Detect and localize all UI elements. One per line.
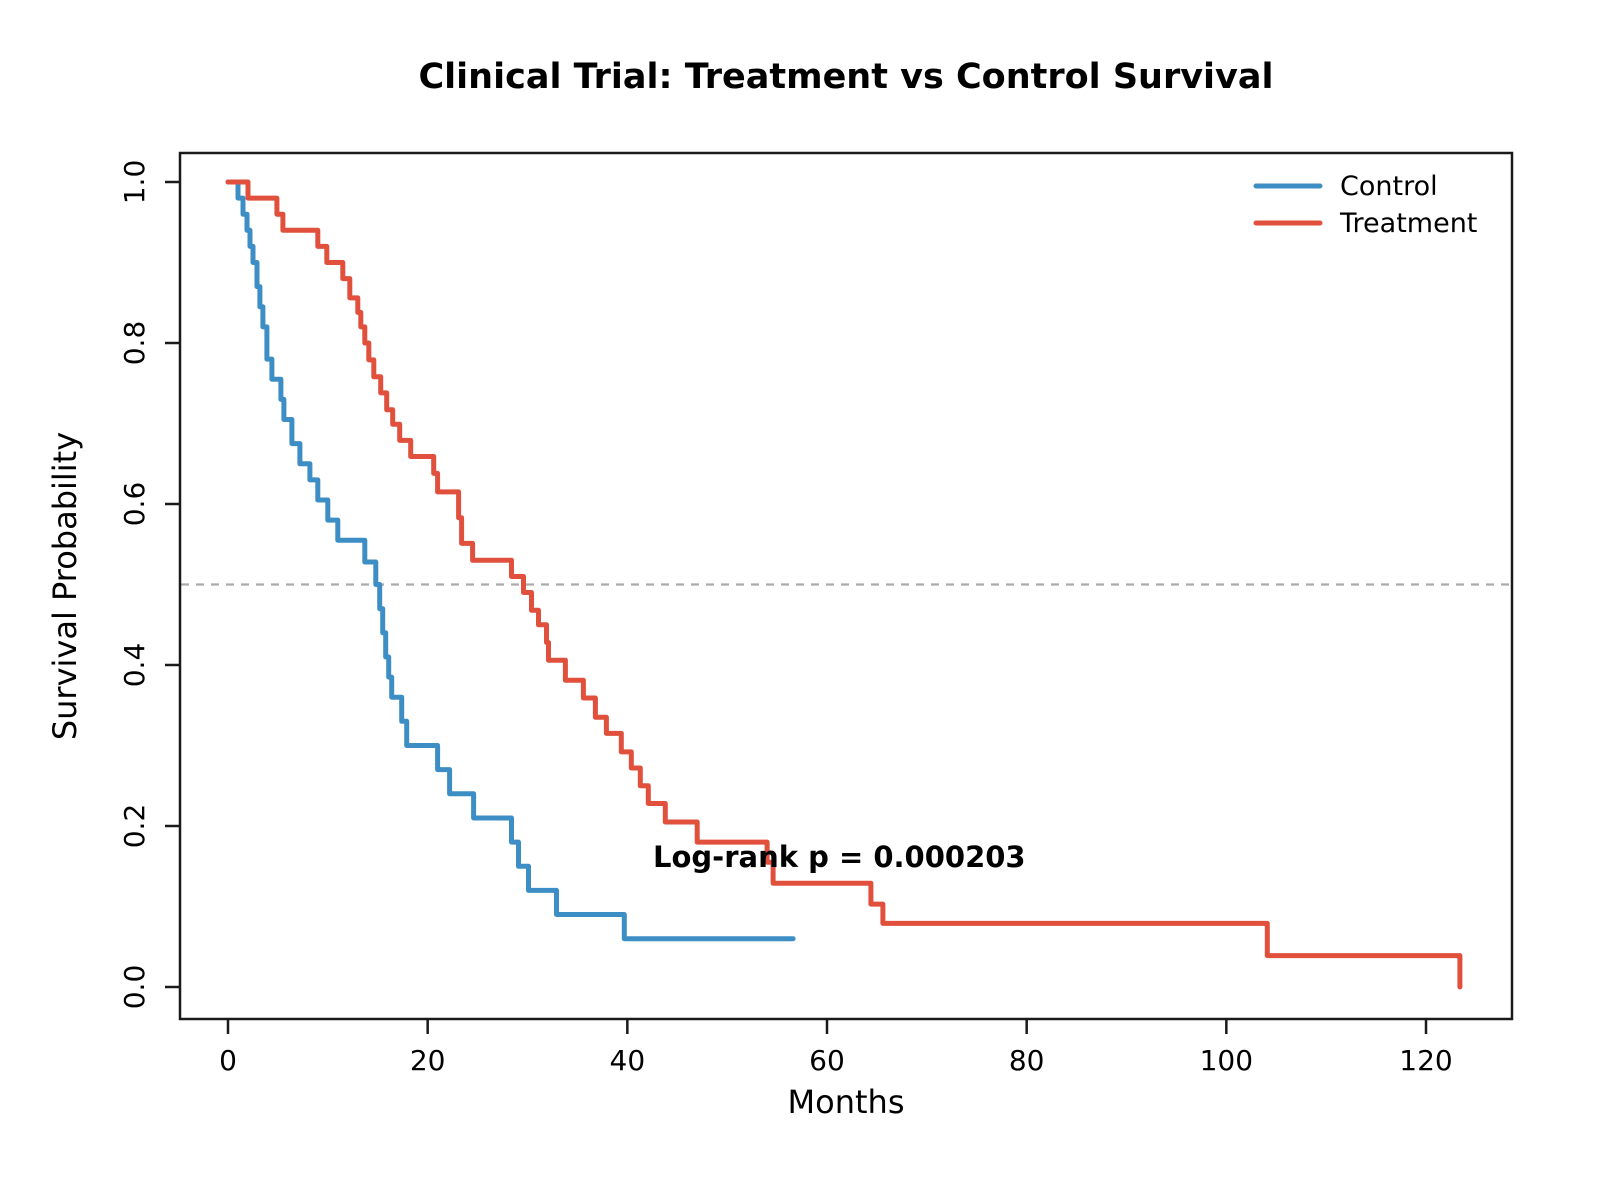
- km-curve-control: [225, 179, 796, 942]
- y-axis-ticks: 0.0 0.2 0.4 0.6 0.8 1.0: [118, 160, 180, 1010]
- y-tick-label: 0.2: [118, 804, 151, 849]
- plot-border: [178, 151, 1514, 1021]
- km-curve-treatment: [225, 179, 1463, 990]
- y-tick-label: 0.0: [118, 965, 151, 1010]
- y-axis-label: Survival Probability: [46, 432, 84, 740]
- x-tick-label: 60: [809, 1044, 845, 1077]
- survival-curves: [225, 179, 1463, 990]
- x-tick-label: 0: [219, 1044, 237, 1077]
- legend-label-control: Control: [1340, 171, 1438, 202]
- legend-label-treatment: Treatment: [1339, 208, 1477, 239]
- chart-title: Clinical Trial: Treatment vs Control Sur…: [419, 57, 1274, 97]
- legend: Control Treatment: [1253, 171, 1477, 239]
- y-tick-label: 1.0: [118, 160, 151, 205]
- x-axis-label: Months: [788, 1083, 905, 1121]
- logrank-annotation: Log-rank p = 0.000203: [653, 840, 1026, 874]
- y-tick-label: 0.8: [118, 321, 151, 366]
- y-tick-label: 0.6: [118, 482, 151, 527]
- x-tick-label: 20: [410, 1044, 446, 1077]
- x-axis-ticks: 0 20 40 60 80 100 120: [219, 1019, 1453, 1077]
- x-tick-label: 40: [610, 1044, 646, 1077]
- x-tick-label: 80: [1009, 1044, 1045, 1077]
- y-tick-label: 0.4: [118, 643, 151, 688]
- x-tick-label: 120: [1399, 1044, 1452, 1077]
- x-tick-label: 100: [1200, 1044, 1253, 1077]
